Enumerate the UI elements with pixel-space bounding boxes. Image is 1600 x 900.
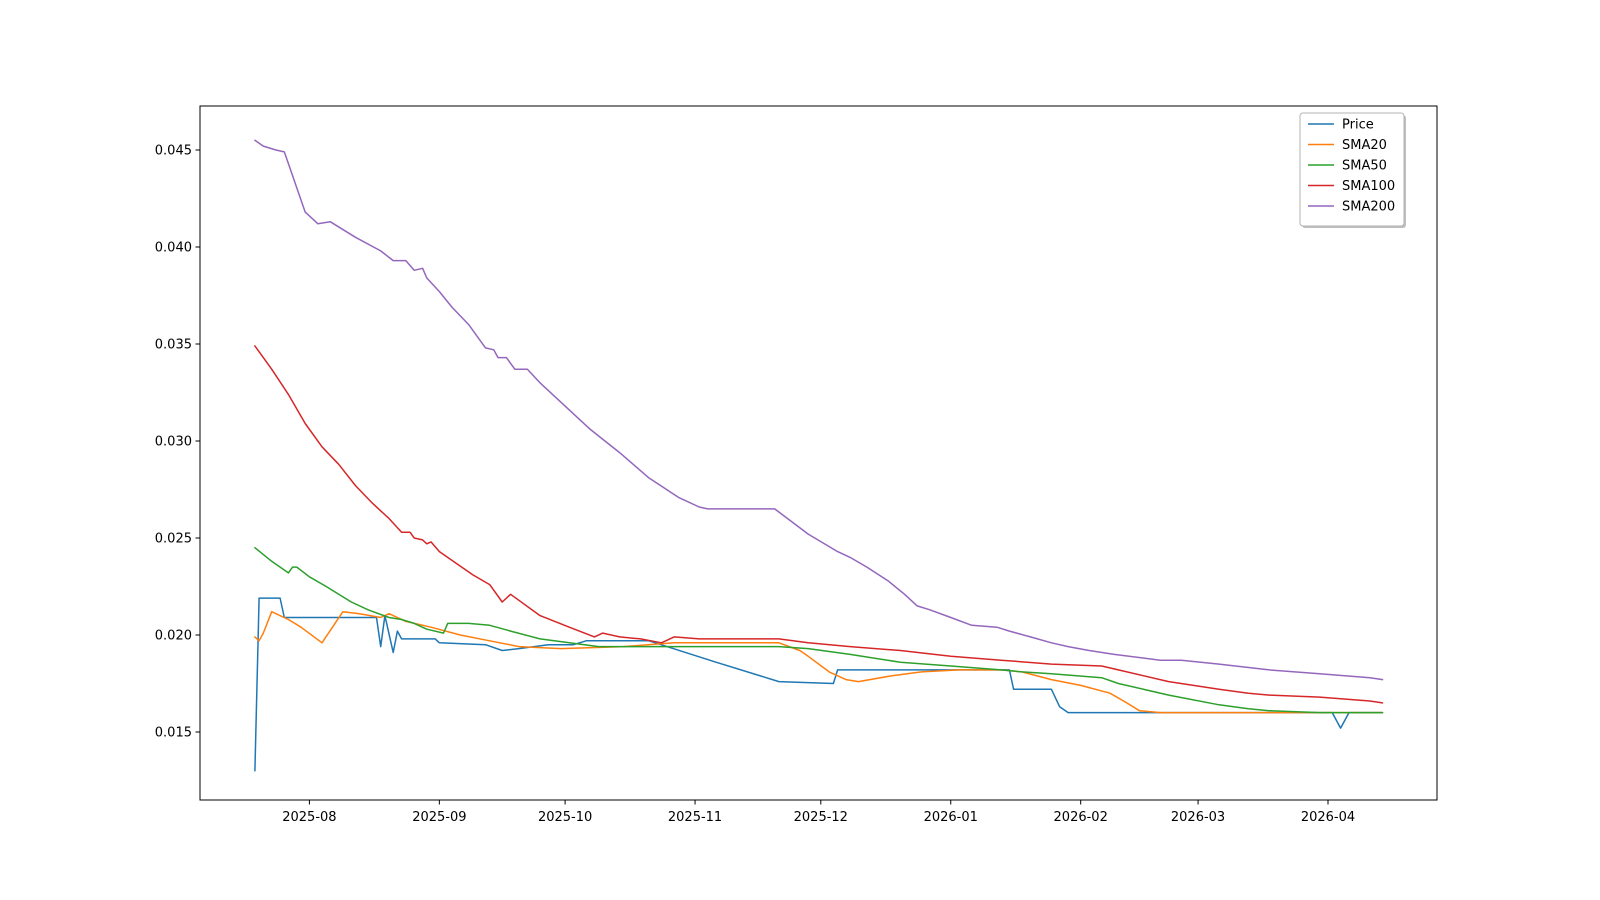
x-axis-tick-label: 2025-09 [412,810,466,825]
plot-area [199,105,1438,801]
legend-label-sma200: SMA200 [1342,200,1395,215]
series-line-sma200 [254,139,1384,681]
legend-label-sma100: SMA100 [1342,179,1395,194]
y-axis-tick-label: 0.025 [155,532,192,547]
y-axis-tick-label: 0.035 [155,338,192,353]
x-axis-tick-label: 2025-10 [538,810,592,825]
y-axis-tick-label: 0.030 [155,435,192,450]
series-line-price [254,597,1384,772]
series-line-sma50 [254,546,1384,714]
series-line-sma100 [254,345,1384,704]
y-axis-tick-label: 0.020 [155,629,192,644]
series-line-sma20 [254,610,1384,714]
x-axis-tick-label: 2025-08 [282,810,336,825]
legend-label-sma50: SMA50 [1342,159,1387,174]
legend-label-price: Price [1342,118,1374,133]
x-axis-tick-label: 2025-11 [668,810,722,825]
legend-box [1299,112,1405,227]
y-axis-tick-label: 0.045 [155,143,192,158]
x-axis-tick-label: 2025-12 [794,810,848,825]
x-axis-tick-label: 2026-03 [1171,810,1225,825]
y-axis-tick-label: 0.015 [155,726,192,741]
y-axis-tick-label: 0.040 [155,240,192,255]
x-axis-tick-label: 2026-01 [924,810,978,825]
legend: Price SMA20 SMA50 SMA100 SMA200 [1299,112,1406,228]
x-axis-tick-label: 2026-04 [1301,810,1355,825]
x-axis-tick-label: 2026-02 [1054,810,1108,825]
legend-label-sma20: SMA20 [1342,138,1387,153]
